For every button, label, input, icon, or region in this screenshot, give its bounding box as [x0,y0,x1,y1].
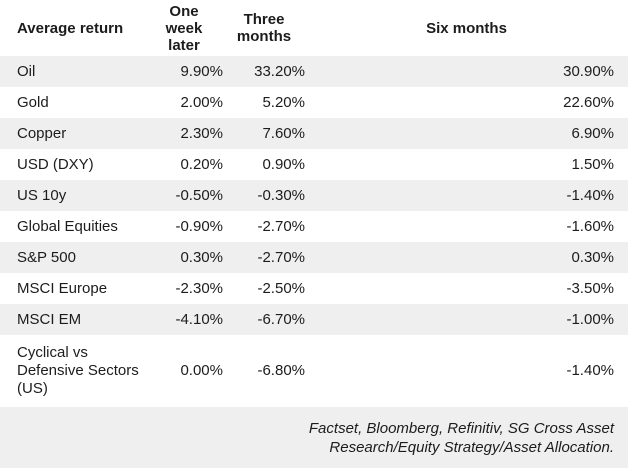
one-week-value: 0.20% [180,155,223,173]
col-header-six-months: Six months [426,19,507,37]
six-months-value: 30.90% [563,62,614,80]
asset-label: Global Equities [17,217,118,235]
table-row: Cyclical vs Defensive Sectors (US) 0.00%… [0,335,628,407]
source-note: Factset, Bloomberg, Refinitiv, SG Cross … [308,419,614,456]
three-months-value: -0.30% [257,186,305,204]
table-row: S&P 500 0.30% -2.70% 0.30% [0,242,628,273]
three-months-value: -6.70% [257,310,305,328]
three-months-value: 5.20% [262,93,305,111]
three-months-value: 0.90% [262,155,305,173]
source-cell: Factset, Bloomberg, Refinitiv, SG Cross … [0,407,628,468]
six-months-value: -3.50% [566,279,614,297]
three-months-value: -2.70% [257,217,305,235]
one-week-value: -0.50% [175,186,223,204]
three-months-value: -2.70% [257,248,305,266]
col-header-one-week: One week later [145,0,223,56]
table-row: Gold 2.00% 5.20% 22.60% [0,87,628,118]
col-header-average-return: Average return [17,19,124,37]
one-week-value: 9.90% [180,62,223,80]
asset-label: Cyclical vs Defensive Sectors (US) [17,344,139,397]
one-week-value: -4.10% [175,310,223,328]
asset-label: MSCI Europe [17,279,108,297]
table-row: MSCI EM -4.10% -6.70% -1.00% [0,304,628,335]
six-months-value: -1.00% [566,310,614,328]
six-months-value: -1.40% [566,362,614,379]
six-months-value: 22.60% [563,93,614,111]
one-week-value: 0.00% [180,362,223,379]
asset-label: Copper [17,124,67,142]
three-months-value: 7.60% [262,124,305,142]
table-header-row: Average return One week later Three mont… [0,0,628,56]
asset-label: US 10y [17,186,67,204]
col-header-three-months: Three months [223,0,305,56]
asset-label: MSCI EM [17,310,82,328]
table-row: Global Equities -0.90% -2.70% -1.60% [0,211,628,242]
table-body: Oil 9.90% 33.20% 30.90% Gold 2.00% 5.20%… [0,56,628,407]
six-months-value: 0.30% [571,248,614,266]
asset-label: USD (DXY) [17,155,94,173]
three-months-value: -6.80% [257,362,305,379]
table-row: USD (DXY) 0.20% 0.90% 1.50% [0,149,628,180]
six-months-value: 1.50% [571,155,614,173]
six-months-value: -1.40% [566,186,614,204]
asset-label: S&P 500 [17,248,76,266]
three-months-value: -2.50% [257,279,305,297]
asset-label: Oil [17,62,36,80]
one-week-value: -2.30% [175,279,223,297]
col-header-three-months-label: Three months [236,11,292,45]
source-row: Factset, Bloomberg, Refinitiv, SG Cross … [0,407,628,468]
six-months-value: 6.90% [571,124,614,142]
one-week-value: -0.90% [175,217,223,235]
table-row: US 10y -0.50% -0.30% -1.40% [0,180,628,211]
three-months-value: 33.20% [254,62,305,80]
one-week-value: 2.30% [180,124,223,142]
table-row: Copper 2.30% 7.60% 6.90% [0,118,628,149]
asset-label: Gold [17,93,49,111]
one-week-value: 0.30% [180,248,223,266]
one-week-value: 2.00% [180,93,223,111]
col-header-one-week-label: One week later [165,2,203,54]
six-months-value: -1.60% [566,217,614,235]
table-row: Oil 9.90% 33.20% 30.90% [0,56,628,87]
table-row: MSCI Europe -2.30% -2.50% -3.50% [0,273,628,304]
